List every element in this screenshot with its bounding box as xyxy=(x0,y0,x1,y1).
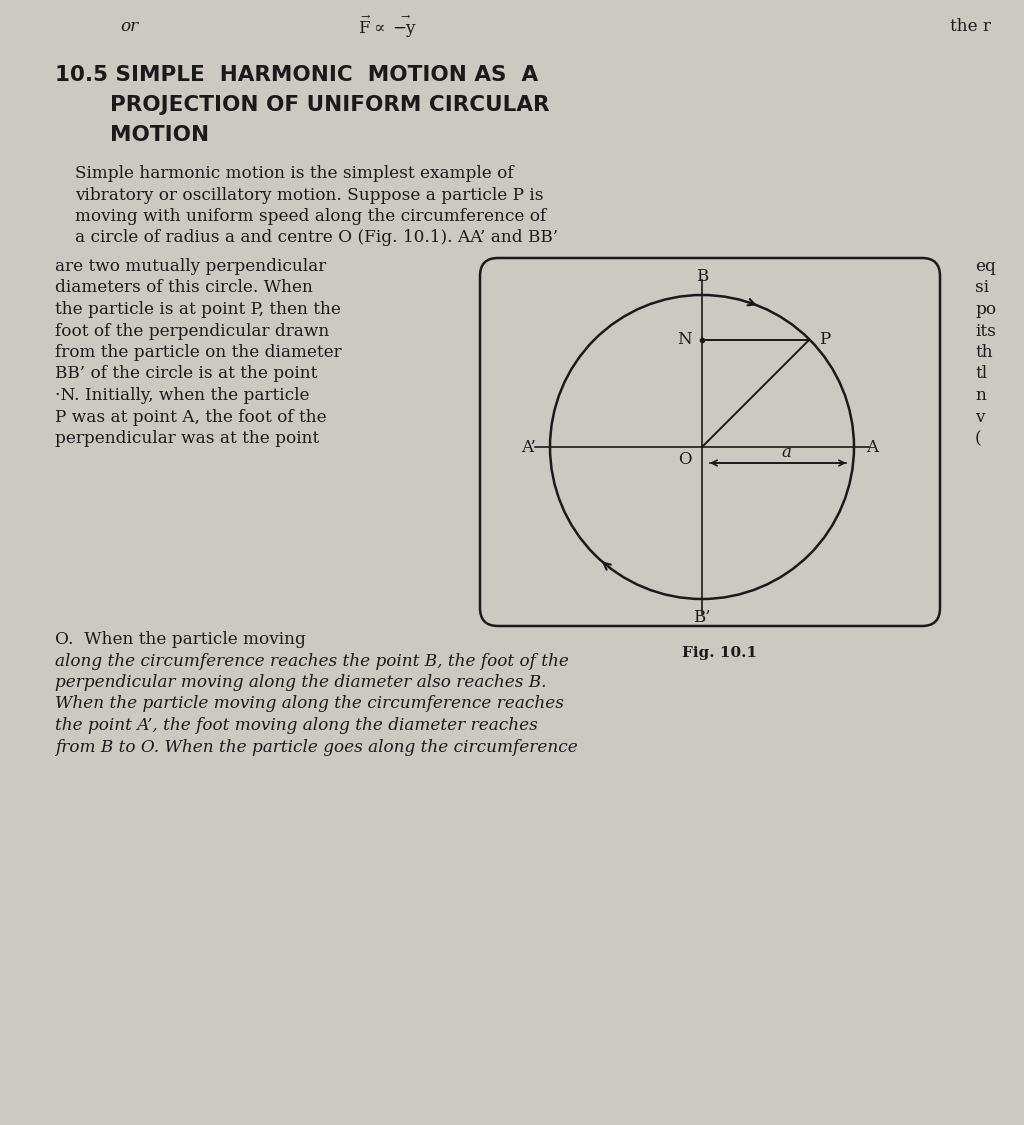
Text: along the circumference reaches the point B, the foot of the: along the circumference reaches the poin… xyxy=(55,652,569,669)
Text: MOTION: MOTION xyxy=(110,125,209,145)
Text: perpendicular was at the point: perpendicular was at the point xyxy=(55,430,319,447)
Text: the point A’, the foot moving along the diameter reaches: the point A’, the foot moving along the … xyxy=(55,717,538,734)
Text: diameters of this circle. When: diameters of this circle. When xyxy=(55,279,313,297)
Text: eq: eq xyxy=(975,258,996,274)
Text: foot of the perpendicular drawn: foot of the perpendicular drawn xyxy=(55,323,330,340)
Text: B: B xyxy=(696,268,709,285)
Text: or: or xyxy=(120,18,138,35)
Text: its: its xyxy=(975,323,996,340)
Text: Fig. 10.1: Fig. 10.1 xyxy=(682,646,758,660)
Text: from the particle on the diameter: from the particle on the diameter xyxy=(55,344,342,361)
Text: A: A xyxy=(866,439,878,456)
Text: the particle is at point P, then the: the particle is at point P, then the xyxy=(55,302,341,318)
Text: 10.5 SIMPLE  HARMONIC  MOTION AS  A: 10.5 SIMPLE HARMONIC MOTION AS A xyxy=(55,65,539,86)
Text: O: O xyxy=(679,451,692,468)
Text: B’: B’ xyxy=(693,609,711,626)
Text: moving with uniform speed along the circumference of: moving with uniform speed along the circ… xyxy=(75,208,546,225)
Text: po: po xyxy=(975,302,996,318)
Text: →: → xyxy=(400,12,410,22)
Text: F: F xyxy=(358,20,370,37)
Text: vibratory or oscillatory motion. Suppose a particle P is: vibratory or oscillatory motion. Suppose… xyxy=(75,187,544,204)
Text: from B to O. When the particle goes along the circumference: from B to O. When the particle goes alon… xyxy=(55,738,578,756)
Text: →: → xyxy=(360,12,370,22)
Text: A’: A’ xyxy=(521,439,536,456)
Text: N: N xyxy=(677,331,692,348)
Text: BB’ of the circle is at the point: BB’ of the circle is at the point xyxy=(55,366,317,382)
Text: v: v xyxy=(975,408,984,425)
Text: si: si xyxy=(975,279,989,297)
Text: P was at point A, the foot of the: P was at point A, the foot of the xyxy=(55,408,327,425)
Text: P: P xyxy=(819,331,830,348)
Text: When the particle moving along the circumference reaches: When the particle moving along the circu… xyxy=(55,695,564,712)
Text: y: y xyxy=(406,20,415,37)
Text: the r: the r xyxy=(950,18,991,35)
Text: a circle of radius a and centre O (Fig. 10.1). AA’ and BB’: a circle of radius a and centre O (Fig. … xyxy=(75,229,558,246)
Text: a: a xyxy=(781,444,791,461)
Text: PROJECTION OF UNIFORM CIRCULAR: PROJECTION OF UNIFORM CIRCULAR xyxy=(110,94,550,115)
Text: −: − xyxy=(392,20,407,37)
Text: are two mutually perpendicular: are two mutually perpendicular xyxy=(55,258,327,274)
FancyBboxPatch shape xyxy=(480,258,940,626)
Text: tl: tl xyxy=(975,366,987,382)
Text: n: n xyxy=(975,387,986,404)
Text: th: th xyxy=(975,344,992,361)
Text: ·N. Initially, when the particle: ·N. Initially, when the particle xyxy=(55,387,309,404)
Text: (: ( xyxy=(975,430,982,447)
Text: perpendicular moving along the diameter also reaches B.: perpendicular moving along the diameter … xyxy=(55,674,547,691)
Text: O.  When the particle moving: O. When the particle moving xyxy=(55,631,306,648)
Text: Simple harmonic motion is the simplest example of: Simple harmonic motion is the simplest e… xyxy=(75,165,514,182)
Text: ∝: ∝ xyxy=(373,20,384,37)
